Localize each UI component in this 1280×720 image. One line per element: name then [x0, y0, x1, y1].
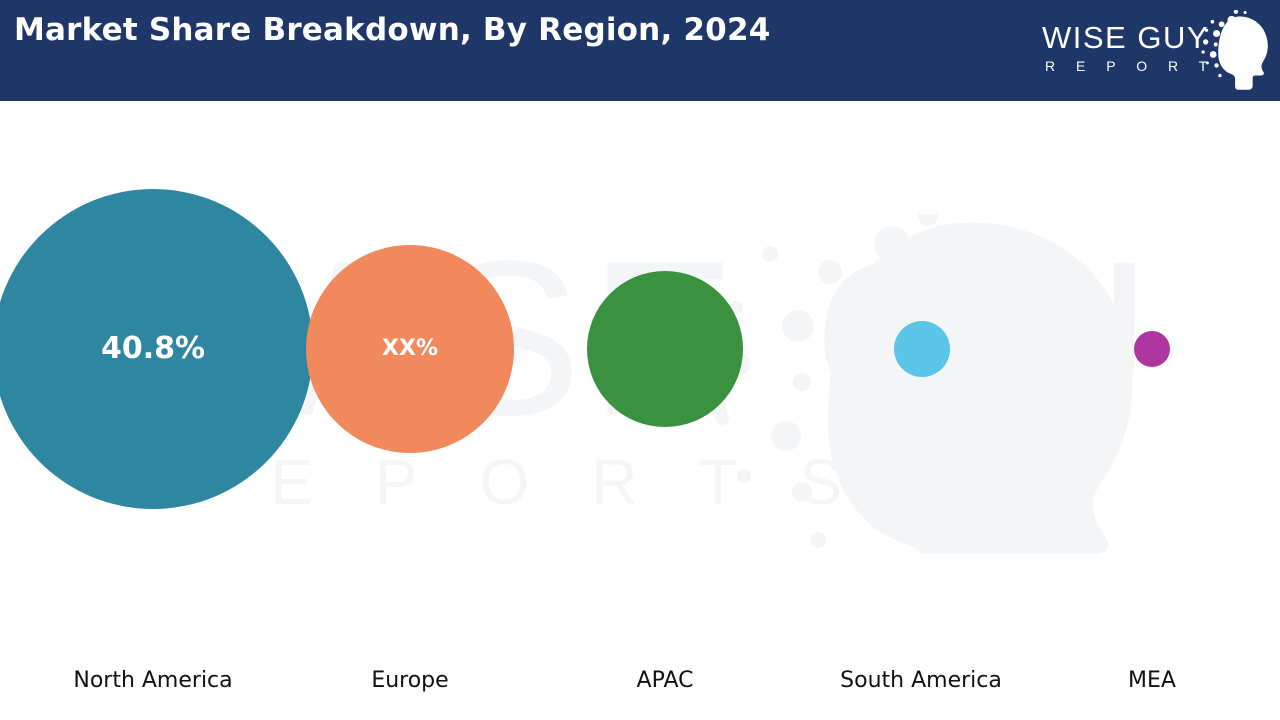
bubble-south-america[interactable] [894, 321, 950, 377]
page-title: Market Share Breakdown, By Region, 2024 [14, 12, 771, 48]
category-axis: North America Europe APAC South America … [0, 668, 1280, 704]
axis-label-mea: MEA [1128, 668, 1176, 693]
brand-logo: WISE GUY R E P O R T S [1022, 8, 1274, 94]
logo-wordmark: WISE GUY [1042, 20, 1210, 55]
logo-subtext: R E P O R T S [1045, 58, 1246, 74]
bubble-label-north-america: 40.8% [100, 331, 206, 366]
axis-label-apac: APAC [636, 668, 694, 693]
header-divider [0, 101, 1280, 104]
bubble-mea[interactable] [1134, 331, 1170, 367]
svg-text:REPORTS: REPORTS [162, 446, 904, 518]
dotted-head-profile-icon [1195, 10, 1268, 90]
page-header: Market Share Breakdown, By Region, 2024 … [0, 0, 1280, 101]
bubble-north-america[interactable]: 40.8% [0, 189, 313, 509]
axis-label-europe: Europe [371, 668, 449, 693]
bubble-apac[interactable] [587, 271, 743, 427]
axis-label-north-america: North America [73, 668, 233, 693]
bubble-label-europe: XX% [382, 336, 438, 361]
axis-label-south-america: South America [840, 668, 1002, 693]
bubble-chart-plot-area: WISE GUY REPORTS [0, 104, 1280, 720]
bubble-europe[interactable]: XX% [306, 245, 514, 453]
